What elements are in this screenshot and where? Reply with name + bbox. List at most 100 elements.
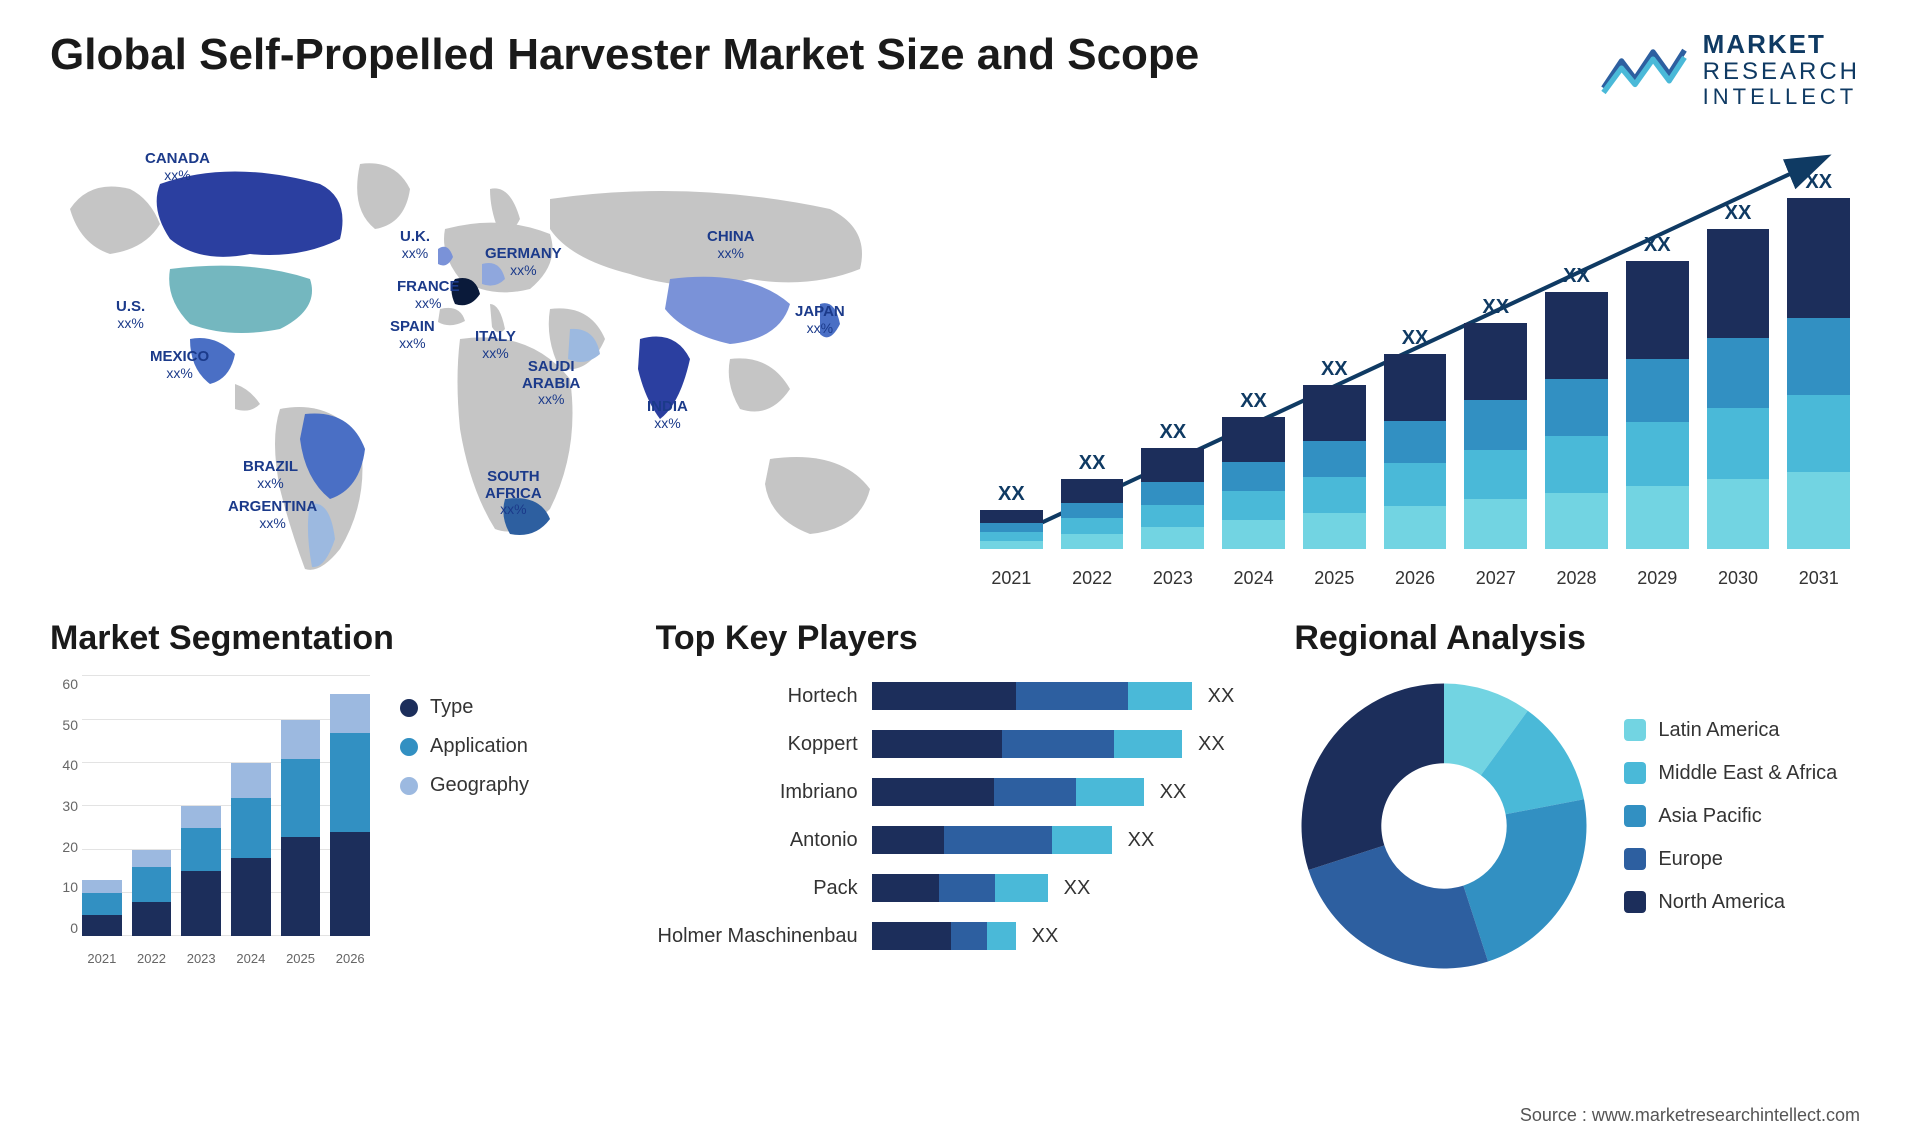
bar-value-label: XX xyxy=(1482,296,1509,319)
player-bar xyxy=(872,682,1192,710)
year-label: 2024 xyxy=(231,951,271,966)
player-name: Antonio xyxy=(656,829,866,852)
logo-text: MARKET RESEARCH INTELLECT xyxy=(1703,30,1860,109)
donut-slice xyxy=(1464,799,1587,961)
growth-bar: XX xyxy=(1222,159,1285,549)
map-label: ARGENTINAxx% xyxy=(228,499,317,532)
legend-label: Type xyxy=(430,696,473,719)
logo: MARKET RESEARCH INTELLECT xyxy=(1599,30,1860,109)
year-label: 2026 xyxy=(1384,568,1447,589)
player-name: Imbriano xyxy=(656,781,866,804)
player-bar xyxy=(872,778,1144,806)
legend-label: Geography xyxy=(430,774,529,797)
player-bar xyxy=(872,730,1182,758)
bottom-row: Market Segmentation 6050403020100 202120… xyxy=(0,609,1920,986)
bar-value-label: XX xyxy=(998,483,1025,506)
player-row: Hortech XX xyxy=(656,676,1235,716)
growth-bar: XX xyxy=(1384,159,1447,549)
map-label: INDIAxx% xyxy=(647,399,688,432)
map-label: BRAZILxx% xyxy=(243,459,298,492)
legend-swatch xyxy=(400,777,418,795)
year-label: 2027 xyxy=(1464,568,1527,589)
top-row: CANADAxx%U.S.xx%MEXICOxx%BRAZILxx%ARGENT… xyxy=(0,119,1920,609)
bar-value-label: XX xyxy=(1321,358,1348,381)
players-panel: Top Key Players HortechXXKoppertXXImbria… xyxy=(656,619,1265,976)
player-value: XX xyxy=(1198,685,1235,708)
regional-legend: Latin America Middle East & Africa Asia Pa… xyxy=(1624,719,1837,934)
player-row: Imbriano XX xyxy=(656,772,1235,812)
seg-bar xyxy=(181,806,221,936)
legend-label: Middle East & Africa xyxy=(1658,762,1837,785)
legend-label: Asia Pacific xyxy=(1658,805,1761,828)
legend-swatch xyxy=(1624,891,1646,913)
map-label: SOUTHAFRICAxx% xyxy=(485,469,542,519)
bar-value-label: XX xyxy=(1725,202,1752,225)
logo-icon xyxy=(1599,40,1689,100)
legend-swatch xyxy=(1624,762,1646,784)
players-title: Top Key Players xyxy=(656,619,1265,658)
year-label: 2025 xyxy=(1303,568,1366,589)
legend-item: Europe xyxy=(1624,848,1837,871)
regional-donut xyxy=(1294,676,1594,976)
player-name: Hortech xyxy=(656,685,866,708)
map-label: U.K.xx% xyxy=(400,229,430,262)
player-value: XX xyxy=(1188,733,1225,756)
player-bar xyxy=(872,826,1112,854)
year-label: 2024 xyxy=(1222,568,1285,589)
growth-bar: XX xyxy=(980,159,1043,549)
player-bar xyxy=(872,874,1048,902)
segmentation-legend: TypeApplicationGeography xyxy=(400,676,529,966)
player-value: XX xyxy=(1150,781,1187,804)
segmentation-chart: 6050403020100 202120222023202420252026 xyxy=(50,676,370,966)
seg-bar xyxy=(330,694,370,937)
ytick: 60 xyxy=(50,676,78,692)
legend-label: Europe xyxy=(1658,848,1723,871)
bar-value-label: XX xyxy=(1402,327,1429,350)
growth-bar: XX xyxy=(1787,159,1850,549)
seg-bar xyxy=(82,880,122,936)
growth-bar: XX xyxy=(1061,159,1124,549)
player-row: Koppert XX xyxy=(656,724,1235,764)
growth-bar: XX xyxy=(1303,159,1366,549)
legend-item: Asia Pacific xyxy=(1624,805,1837,828)
ytick: 20 xyxy=(50,839,78,855)
map-label: CANADAxx% xyxy=(145,151,210,184)
map-label: CHINAxx% xyxy=(707,229,755,262)
player-name: Holmer Maschinenbau xyxy=(656,925,866,948)
year-label: 2028 xyxy=(1545,568,1608,589)
map-label: GERMANYxx% xyxy=(485,246,562,279)
player-name: Koppert xyxy=(656,733,866,756)
legend-label: Latin America xyxy=(1658,719,1779,742)
legend-item: Latin America xyxy=(1624,719,1837,742)
source-footer: Source : www.marketresearchintellect.com xyxy=(1520,1105,1860,1126)
map-label: JAPANxx% xyxy=(795,304,845,337)
year-label: 2022 xyxy=(132,951,172,966)
player-name: Pack xyxy=(656,877,866,900)
logo-line3: INTELLECT xyxy=(1703,85,1860,109)
ytick: 40 xyxy=(50,757,78,773)
bar-value-label: XX xyxy=(1159,421,1186,444)
legend-item: Geography xyxy=(400,774,529,797)
player-row: AntonioXX xyxy=(656,820,1235,860)
year-label: 2030 xyxy=(1707,568,1770,589)
ytick: 50 xyxy=(50,717,78,733)
header: Global Self-Propelled Harvester Market S… xyxy=(0,0,1920,119)
map-label: U.S.xx% xyxy=(116,299,145,332)
regional-panel: Regional Analysis Latin America Middle Ea… xyxy=(1294,619,1870,976)
legend-swatch xyxy=(1624,848,1646,870)
growth-bar: XX xyxy=(1707,159,1770,549)
bar-value-label: XX xyxy=(1240,390,1267,413)
legend-swatch xyxy=(1624,719,1646,741)
player-row: PackXX xyxy=(656,868,1235,908)
ytick: 30 xyxy=(50,798,78,814)
segmentation-panel: Market Segmentation 6050403020100 202120… xyxy=(50,619,626,976)
growth-bar: XX xyxy=(1464,159,1527,549)
legend-label: North America xyxy=(1658,891,1785,914)
player-bar xyxy=(872,922,1016,950)
map-label: SAUDIARABIAxx% xyxy=(522,359,580,409)
year-label: 2023 xyxy=(181,951,221,966)
regional-title: Regional Analysis xyxy=(1294,619,1870,658)
year-label: 2022 xyxy=(1061,568,1124,589)
growth-chart: XXXXXXXXXXXXXXXXXXXXXX 20212022202320242… xyxy=(960,129,1870,589)
year-label: 2025 xyxy=(281,951,321,966)
